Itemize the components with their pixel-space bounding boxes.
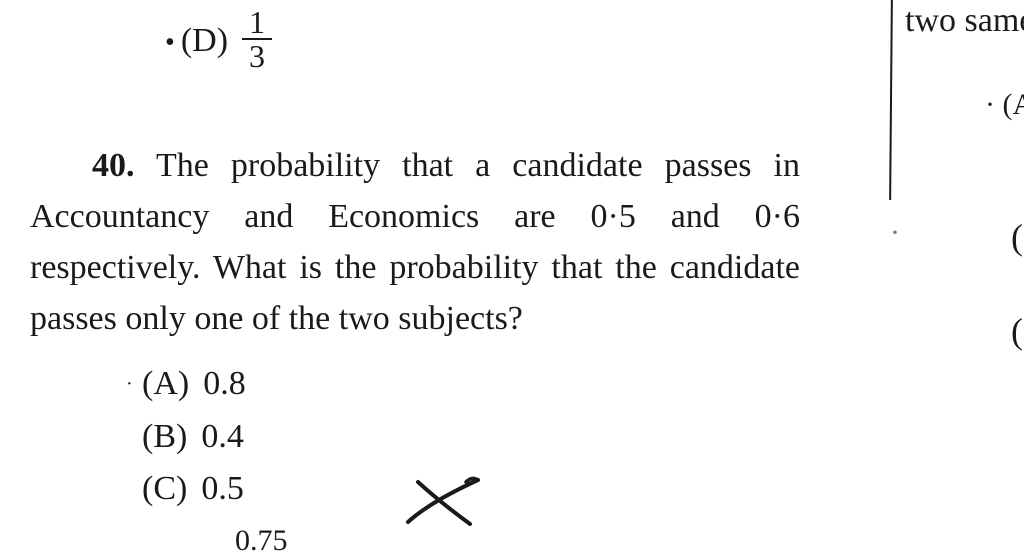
faint-dot: · [890,216,900,250]
cross-mark-icon [400,472,490,537]
fraction-numerator: 1 [243,6,271,38]
right-text-line1: two same [905,2,1024,40]
choice-b-value: 0.4 [201,411,244,464]
choice-c-label: (C) [142,463,187,516]
page: • (D) 1 3 40. The probability that a can… [0,0,1024,545]
choice-b: (B) 0.4 [126,411,800,464]
right-text-line2: · (A [985,88,1024,122]
partial-text-bottom: 0.75 [235,524,288,558]
option-d-label: (D) [181,22,228,60]
right-text-line4: ( [1011,310,1023,352]
right-text-line3: ( [1011,216,1023,258]
column-divider [889,0,893,200]
choice-a-value: 0.8 [203,358,246,411]
choice-b-label: (B) [142,411,187,464]
question-block: 40. The probability that a candidate pas… [30,140,800,516]
fraction-denominator: 3 [243,40,271,72]
choice-a: · (A) 0.8 [126,358,800,411]
bullet-dot: • [165,27,175,59]
question-text: The probability that a candidate passes … [30,147,800,337]
choice-a-label: (A) [142,358,189,411]
previous-option-d: • (D) 1 3 [165,8,272,74]
choice-a-bullet: · [126,369,136,400]
question-number: 40. [92,147,135,184]
fraction-one-third: 1 3 [242,6,272,72]
question-body: 40. The probability that a candidate pas… [30,140,800,344]
choice-c-value: 0.5 [201,463,244,516]
